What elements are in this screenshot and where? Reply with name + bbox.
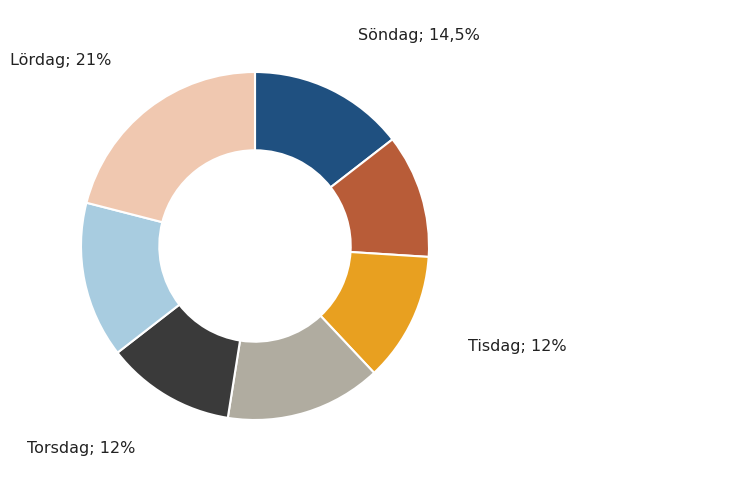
Wedge shape	[228, 316, 374, 420]
Wedge shape	[331, 139, 429, 257]
Text: Lördag; 21%: Lördag; 21%	[10, 53, 111, 68]
Wedge shape	[320, 252, 429, 373]
Text: Söndag; 14,5%: Söndag; 14,5%	[358, 28, 480, 42]
Text: Måndag; 11,5%: Måndag; 11,5%	[0, 491, 1, 492]
Wedge shape	[118, 305, 240, 418]
Text: Tisdag; 12%: Tisdag; 12%	[467, 338, 566, 354]
Wedge shape	[255, 72, 392, 187]
Wedge shape	[81, 203, 179, 353]
Wedge shape	[86, 72, 255, 222]
Text: Torsdag; 12%: Torsdag; 12%	[27, 441, 136, 456]
Text: Fredag; 14,5%: Fredag; 14,5%	[0, 491, 1, 492]
Text: Onsdag; 14,5%: Onsdag; 14,5%	[0, 491, 1, 492]
